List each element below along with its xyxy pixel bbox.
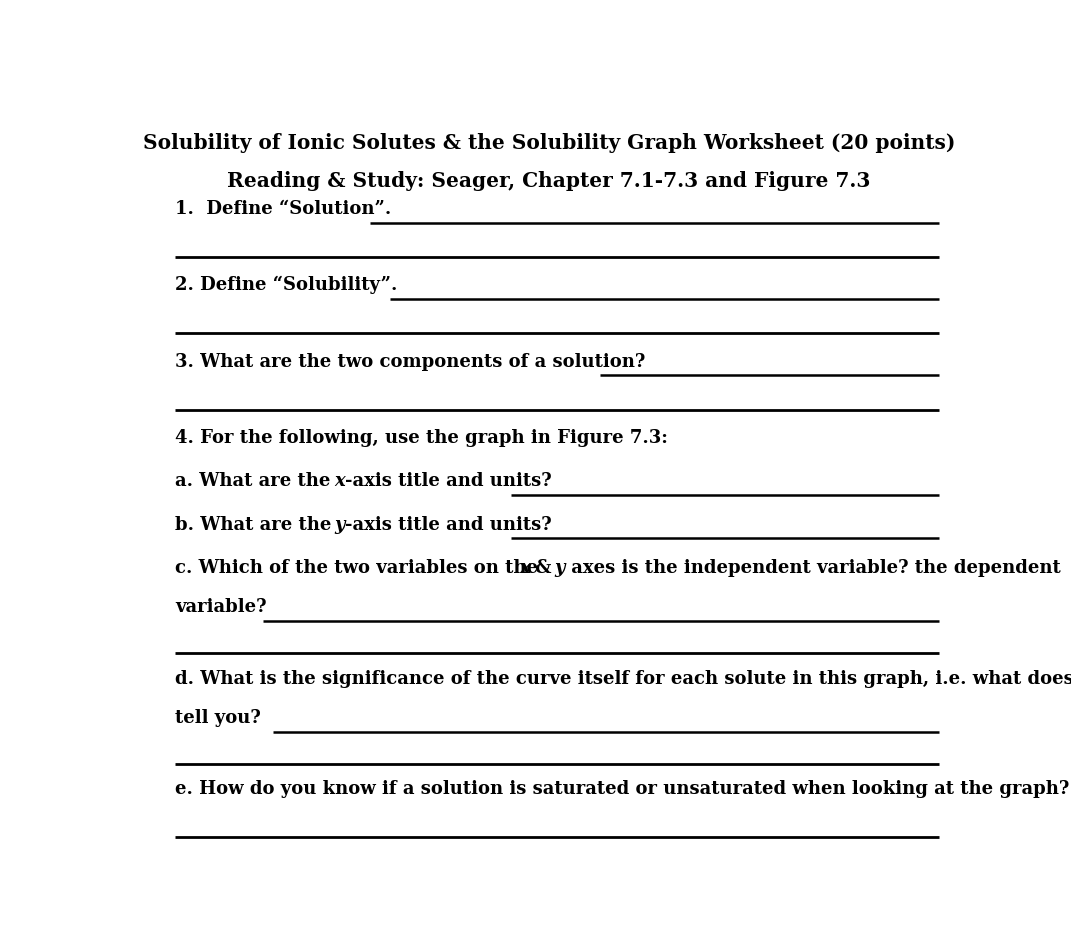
Text: d. What is the significance of the curve itself for each solute in this graph, i: d. What is the significance of the curve… xyxy=(176,669,1071,688)
Text: &: & xyxy=(529,559,558,577)
Text: Reading & Study: Seager, Chapter 7.1-7.3 and Figure 7.3: Reading & Study: Seager, Chapter 7.1-7.3… xyxy=(227,171,871,191)
Text: c. Which of the two variables on the: c. Which of the two variables on the xyxy=(176,559,545,577)
Text: 2. Define “Solubility”.: 2. Define “Solubility”. xyxy=(176,276,404,294)
Text: tell you?: tell you? xyxy=(176,709,268,727)
Text: axes is the independent variable? the dependent: axes is the independent variable? the de… xyxy=(564,559,1060,577)
Text: 1.  Define “Solution”.: 1. Define “Solution”. xyxy=(176,200,392,218)
Text: x: x xyxy=(519,559,530,577)
Text: b. What are the: b. What are the xyxy=(176,516,338,534)
Text: 3. What are the two components of a solution?: 3. What are the two components of a solu… xyxy=(176,352,652,370)
Text: Solubility of Ionic Solutes & the Solubility Graph Worksheet (20 points): Solubility of Ionic Solutes & the Solubi… xyxy=(142,133,955,153)
Text: y: y xyxy=(554,559,564,577)
Text: a. What are the: a. What are the xyxy=(176,472,337,491)
Text: y: y xyxy=(335,516,345,534)
Text: -axis title and units?: -axis title and units? xyxy=(345,516,552,534)
Text: x: x xyxy=(335,472,346,491)
Text: e. How do you know if a solution is saturated or unsaturated when looking at the: e. How do you know if a solution is satu… xyxy=(176,780,1070,798)
Text: 4. For the following, use the graph in Figure 7.3:: 4. For the following, use the graph in F… xyxy=(176,429,668,447)
Text: variable?: variable? xyxy=(176,598,273,617)
Text: -axis title and units?: -axis title and units? xyxy=(345,472,552,491)
